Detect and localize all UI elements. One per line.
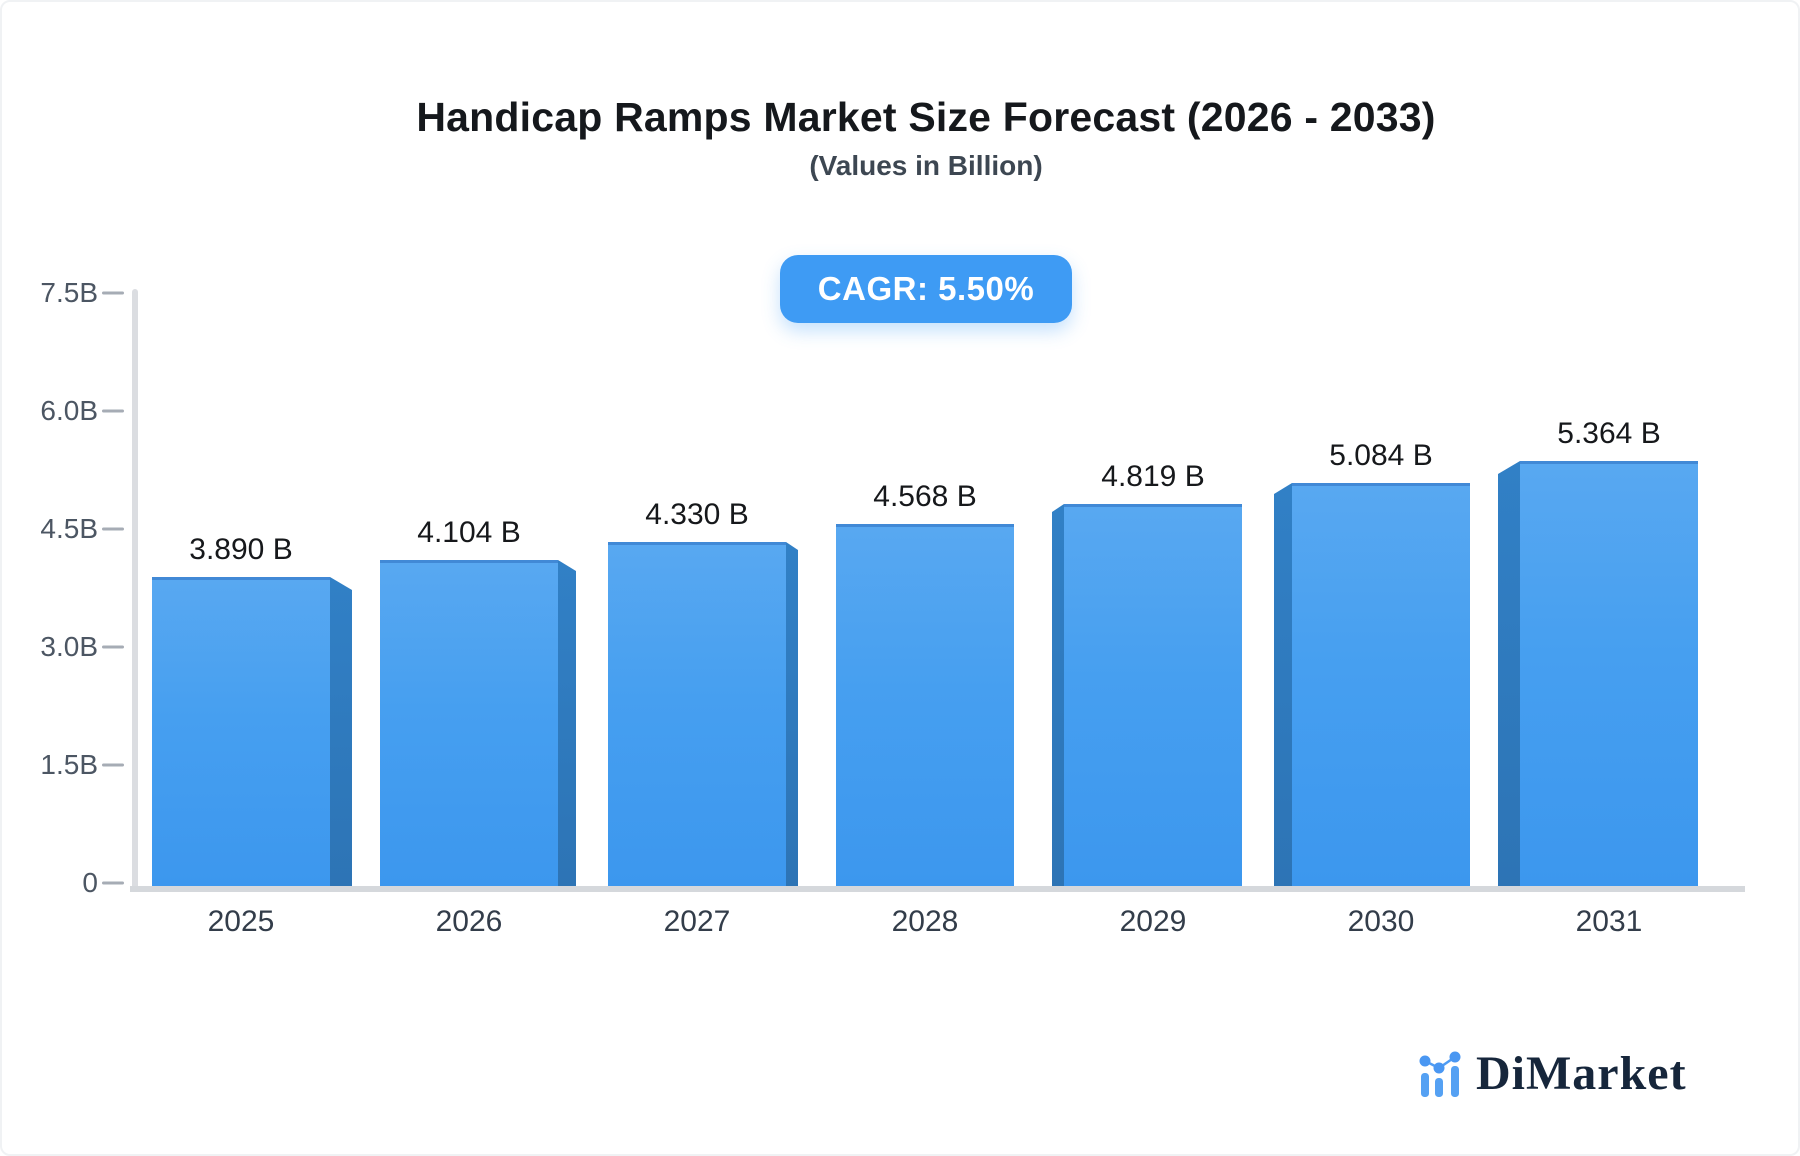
bar-2027 [608,542,798,887]
bar-face [1064,504,1242,887]
bar-face [152,577,330,887]
x-axis-baseline [130,886,1745,892]
badge-row: CAGR: 5.50% [50,255,1798,323]
bar-side-3d [330,577,352,887]
y-axis-tick-mark [102,645,124,649]
y-axis-tick-label: 6.0B [40,394,98,426]
y-axis-tick-label: 7.5B [40,276,98,308]
y-axis-tick-label: 3.0B [40,630,98,662]
bar-2026 [380,560,576,887]
bar-2029 [1052,504,1242,887]
y-axis-tick-label: 4.5B [40,512,98,544]
x-axis-tick-label: 2026 [435,905,503,938]
x-axis-tick-label: 2025 [207,905,275,938]
bar-value-label: 4.330 B [645,498,749,531]
bar-2028 [836,524,1014,887]
bar-face [608,542,786,887]
x-axis-tick-label: 2028 [891,905,959,938]
bar-value-label: 5.084 B [1329,439,1433,472]
bar-face [1520,461,1698,887]
y-axis-tick-label: 1.5B [40,748,98,780]
bar-value-label: 5.364 B [1557,417,1661,450]
bar-face [836,524,1014,887]
y-axis-tick-mark [102,881,124,885]
y-axis-line [132,289,138,892]
bar-value-label: 4.819 B [1101,460,1205,493]
bar-side-3d [1274,483,1292,887]
bar-value-label: 3.890 B [189,533,293,566]
bar-2030 [1274,483,1470,887]
x-axis-tick-label: 2027 [663,905,731,938]
bar-value-label: 4.104 B [417,516,521,549]
bar-side-3d [786,542,798,887]
x-axis-tick-label: 2029 [1119,905,1187,938]
y-axis-tick-mark [102,291,124,295]
y-axis-tick-label: 0 [82,867,98,898]
dimarket-logo: DiMarket [1414,1042,1687,1098]
bar-2025 [152,577,352,887]
y-axis-tick-mark [102,409,124,413]
bar-2031 [1498,461,1698,887]
x-axis-tick-label: 2031 [1575,905,1643,938]
chart-subtitle: (Values in Billion) [809,150,1043,181]
bar-value-label: 4.568 B [873,480,977,513]
logo-text: DiMarket [1476,1047,1687,1100]
bar-face [380,560,558,887]
x-axis-tick-label: 2030 [1347,905,1415,938]
bar-side-3d [558,560,576,887]
y-axis-tick-mark [102,527,124,531]
bar-side-3d [1052,504,1064,887]
bar-chart-logo-icon [1419,1051,1461,1097]
bar-side-3d [1498,461,1520,887]
chart-title: Handicap Ramps Market Size Forecast (202… [416,94,1436,140]
cagr-badge: CAGR: 5.50% [779,255,1073,323]
bar-face [1292,483,1470,887]
y-axis-tick-mark [102,763,124,767]
